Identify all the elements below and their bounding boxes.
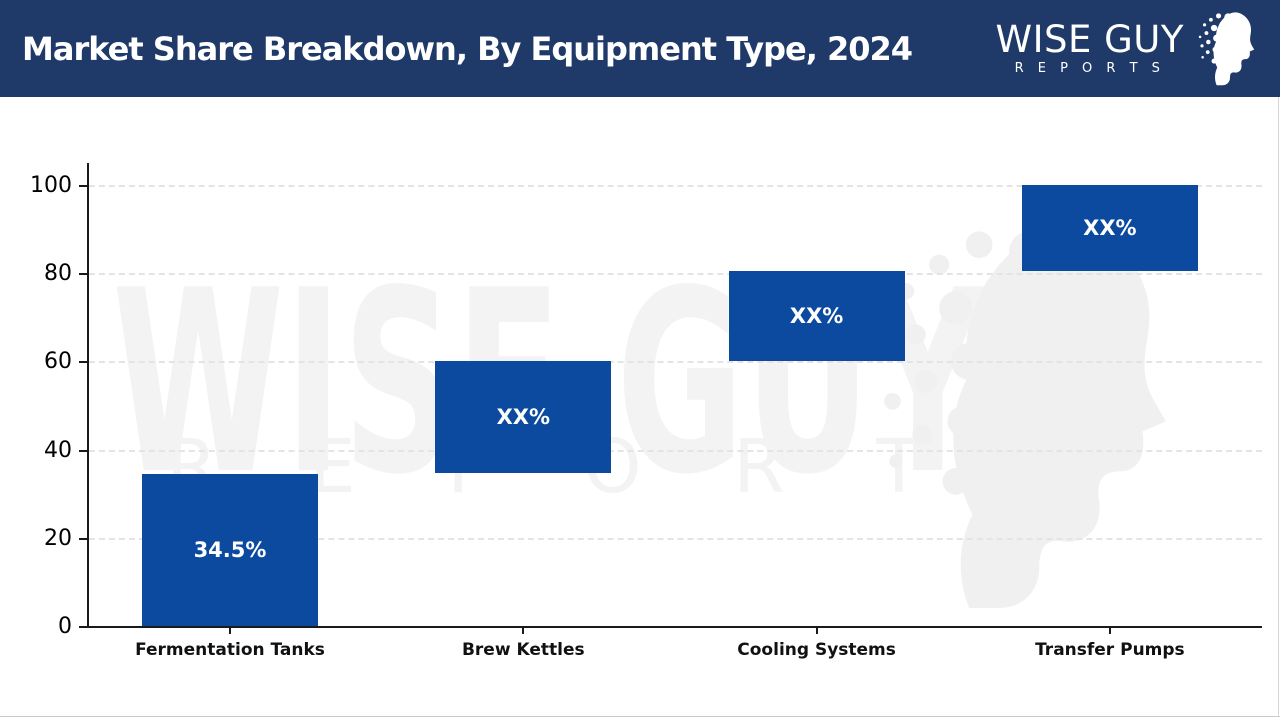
x-tick-mark	[229, 628, 231, 634]
x-category-label: Brew Kettles	[461, 640, 585, 660]
x-tick-mark	[522, 628, 525, 634]
gridline	[89, 450, 1262, 452]
bar-value-label: XX%	[789, 304, 844, 328]
y-tick-label: 0	[58, 614, 72, 639]
logo-text: WISE GUY R E P O R T S	[995, 18, 1184, 76]
x-tick-mark	[815, 628, 818, 634]
wiseguy-logo: WISE GUY R E P O R T S	[996, 9, 1258, 89]
x-category-label: Transfer Pumps	[1035, 640, 1185, 660]
gridline	[89, 361, 1262, 363]
y-tick-label: 20	[44, 526, 72, 551]
y-tick-mark	[79, 361, 87, 363]
y-tick-label: 40	[44, 438, 72, 463]
y-axis-line	[87, 163, 89, 628]
x-category-label: Cooling Systems	[737, 640, 896, 660]
logo-wordmark: WISE GUY	[995, 18, 1184, 62]
bar-value-label: XX%	[1083, 216, 1137, 240]
bar-fermentation-tanks: 34.5%	[142, 474, 318, 626]
page-title: Market Share Breakdown, By Equipment Typ…	[22, 29, 913, 68]
logo-face-icon	[1188, 9, 1258, 89]
y-tick-label: 80	[44, 261, 72, 286]
bar-brew-kettles: XX%	[435, 361, 612, 473]
gridline	[89, 185, 1262, 187]
y-tick-label: 60	[44, 349, 72, 374]
x-tick-mark	[1108, 628, 1111, 634]
header-banner: Market Share Breakdown, By Equipment Typ…	[0, 0, 1280, 97]
y-tick-mark	[79, 626, 87, 628]
bar-value-label: 34.5%	[193, 538, 267, 562]
y-tick-mark	[79, 450, 87, 452]
y-tick-mark	[79, 538, 87, 540]
right-divider	[1278, 97, 1279, 717]
y-tick-mark	[79, 185, 87, 187]
bar-value-label: XX%	[496, 405, 551, 429]
bar-transfer-pumps: XX%	[1021, 185, 1198, 271]
logo-subtext: R E P O R T S	[1014, 60, 1165, 76]
x-axis-line	[87, 626, 1262, 628]
bottom-divider	[0, 716, 1280, 717]
gridline	[89, 273, 1262, 275]
x-category-label: Fermentation Tanks	[135, 640, 325, 660]
y-tick-label: 100	[30, 173, 72, 198]
y-tick-mark	[79, 273, 87, 275]
bar-cooling-systems: XX%	[728, 271, 905, 361]
gridline	[89, 538, 1262, 540]
